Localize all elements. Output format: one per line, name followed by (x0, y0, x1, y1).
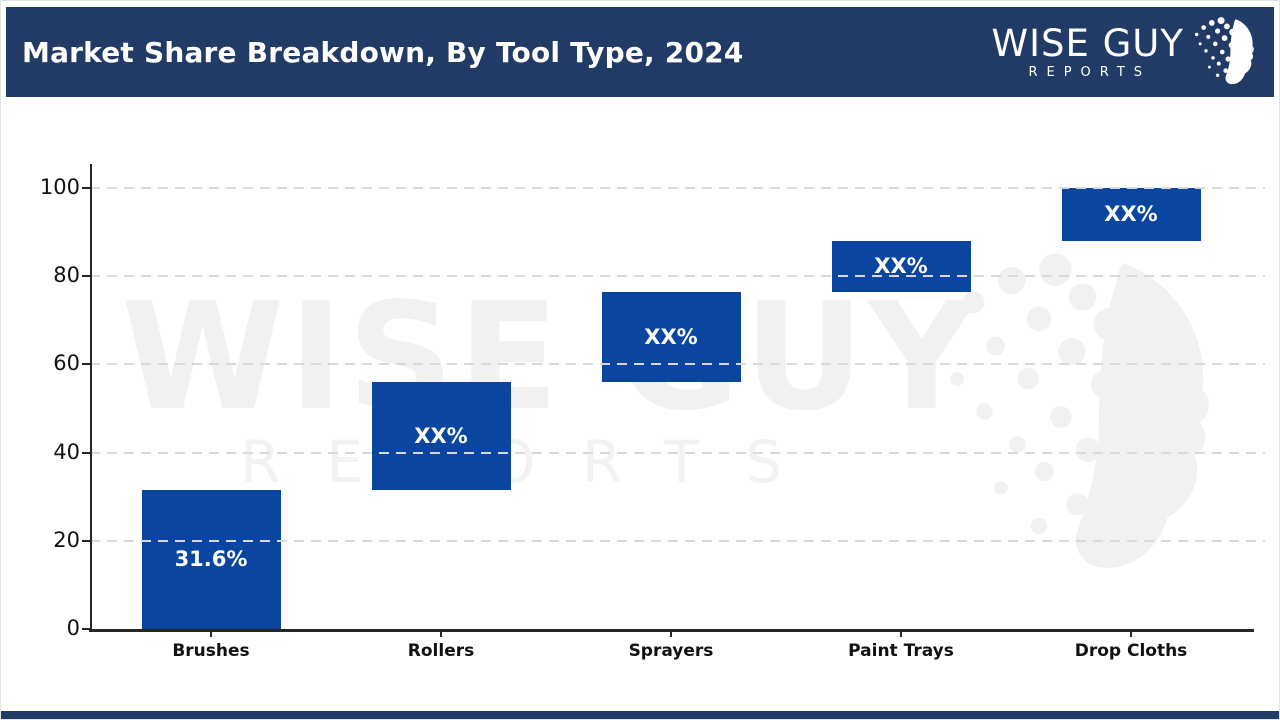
footer-bar (1, 711, 1279, 719)
gridline-y40 (90, 451, 1265, 454)
bar-value-label: 31.6% (174, 547, 248, 572)
bar-value-label: XX% (1104, 202, 1158, 227)
gridline-y60 (90, 363, 1265, 366)
bar-sprayers: XX% (601, 291, 741, 383)
gridline-y100 (90, 187, 1265, 189)
page-title: Market Share Breakdown, By Tool Type, 20… (22, 35, 744, 69)
logo-wordmark: WISE GUY (991, 22, 1184, 65)
x-tick-mark (210, 629, 212, 637)
y-tick-mark (82, 539, 90, 542)
watermark-head-profile-icon (932, 253, 1209, 568)
y-tick-mark (82, 275, 90, 278)
y-axis-line (90, 164, 92, 632)
logo-subtitle: REPORTS (1028, 65, 1152, 80)
logo-head-profile-icon (1194, 17, 1254, 85)
x-category-label: Drop Cloths (1074, 641, 1188, 661)
y-tick-label: 40 (53, 439, 80, 464)
x-axis-line (89, 629, 1254, 632)
bar-rollers: XX% (371, 382, 511, 490)
x-tick-mark (440, 629, 442, 637)
x-category-label: Sprayers (628, 641, 714, 661)
x-category-label: Rollers (407, 641, 475, 661)
y-tick-label: 100 (39, 175, 80, 199)
x-tick-mark (670, 629, 672, 637)
bar-paint-trays: XX% (831, 240, 971, 292)
x-category-label: Paint Trays (848, 641, 954, 661)
x-tick-mark (900, 629, 902, 637)
y-tick-mark (82, 187, 90, 189)
logo-text: WISE GUY REPORTS (992, 25, 1184, 79)
y-tick-label: 60 (53, 351, 80, 376)
gridline-y20 (90, 539, 1265, 542)
wise-guy-logo: WISE GUY REPORTS (992, 15, 1256, 89)
x-tick-mark (1130, 629, 1132, 637)
watermark-subtitle: REPORTS (240, 428, 828, 496)
y-tick-mark (82, 451, 90, 454)
bar-drop-cloths: XX% (1061, 188, 1201, 241)
y-tick-mark (82, 628, 90, 630)
x-category-label: Brushes (172, 641, 250, 661)
y-tick-label: 20 (53, 527, 80, 552)
bar-value-label: XX% (874, 254, 928, 279)
bar-value-label: XX% (414, 423, 468, 448)
header-bar: Market Share Breakdown, By Tool Type, 20… (6, 7, 1274, 97)
y-tick-mark (82, 363, 90, 366)
bar-brushes: 31.6% (141, 489, 281, 629)
y-tick-label: 0 (66, 616, 80, 640)
bar-value-label: XX% (644, 324, 698, 349)
y-tick-label: 80 (53, 263, 80, 288)
gridline-y80 (90, 275, 1265, 278)
watermark-wordmark: WISE GUY (121, 271, 980, 443)
